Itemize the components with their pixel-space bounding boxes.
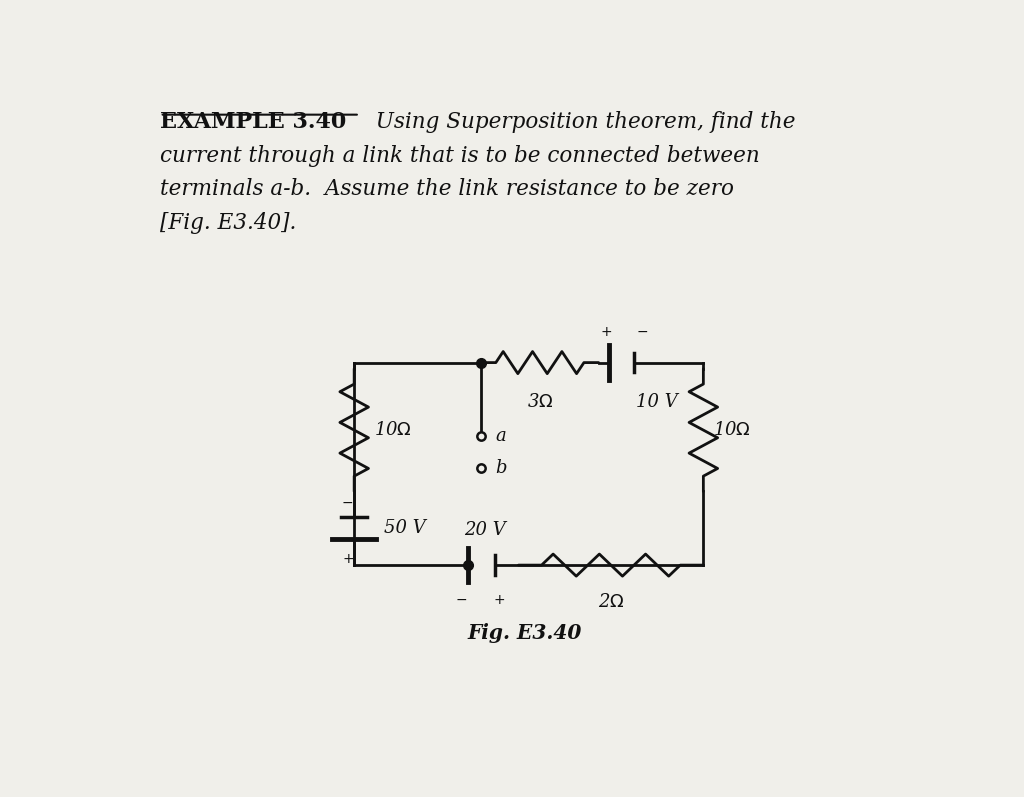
Text: +: + <box>601 325 612 340</box>
Text: 20 V: 20 V <box>464 521 506 540</box>
Text: −: − <box>456 593 467 607</box>
Text: +: + <box>494 593 505 607</box>
Text: 3$\Omega$: 3$\Omega$ <box>526 393 553 411</box>
Text: 10$\Omega$: 10$\Omega$ <box>374 421 412 439</box>
Text: a: a <box>496 427 506 446</box>
Text: current through a link that is to be connected between: current through a link that is to be con… <box>160 145 760 167</box>
Text: 2$\Omega$: 2$\Omega$ <box>598 593 625 611</box>
Text: 10 V: 10 V <box>637 393 678 411</box>
Text: b: b <box>496 459 507 477</box>
Text: −: − <box>342 496 353 510</box>
Text: Using Superposition theorem, find the: Using Superposition theorem, find the <box>362 111 796 133</box>
Text: 50 V: 50 V <box>384 519 425 537</box>
Text: 10$\Omega$: 10$\Omega$ <box>713 421 751 439</box>
Text: +: + <box>342 552 353 566</box>
Text: EXAMPLE 3.40: EXAMPLE 3.40 <box>160 111 346 133</box>
Text: [Fig. E3.40].: [Fig. E3.40]. <box>160 212 296 234</box>
Text: −: − <box>637 325 648 340</box>
Text: terminals a-b.  Assume the link resistance to be zero: terminals a-b. Assume the link resistanc… <box>160 179 734 201</box>
Text: Fig. E3.40: Fig. E3.40 <box>468 622 582 642</box>
